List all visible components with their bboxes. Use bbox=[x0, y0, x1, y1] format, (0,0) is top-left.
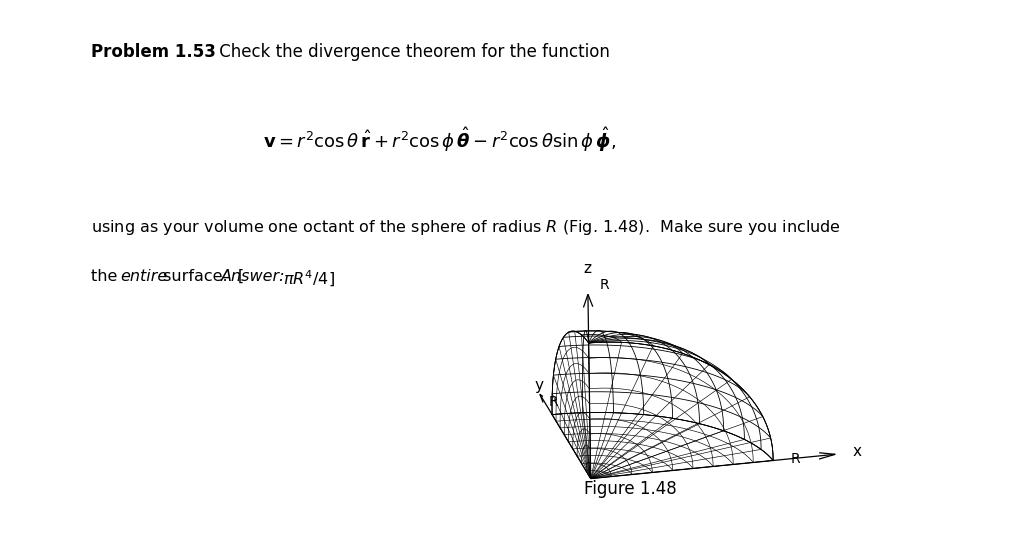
Text: Problem 1.53: Problem 1.53 bbox=[91, 43, 216, 61]
Text: $\pi R^4/4$]: $\pi R^4/4$] bbox=[278, 269, 335, 289]
Text: entire: entire bbox=[120, 269, 167, 284]
Text: Check the divergence theorem for the function: Check the divergence theorem for the fun… bbox=[214, 43, 610, 61]
Text: the: the bbox=[91, 269, 123, 284]
Text: using as your volume one octant of the sphere of radius $R$ (Fig. 1.48).  Make s: using as your volume one octant of the s… bbox=[91, 218, 841, 237]
Text: Answer:: Answer: bbox=[220, 269, 285, 284]
Text: $\mathbf{v} = r^2\cos\theta\,\hat{\mathbf{r}} + r^2\cos\phi\,\hat{\boldsymbol{\t: $\mathbf{v} = r^2\cos\theta\,\hat{\mathb… bbox=[262, 125, 615, 154]
Text: surface.  [: surface. [ bbox=[159, 269, 245, 284]
Text: Figure 1.48: Figure 1.48 bbox=[584, 480, 677, 498]
